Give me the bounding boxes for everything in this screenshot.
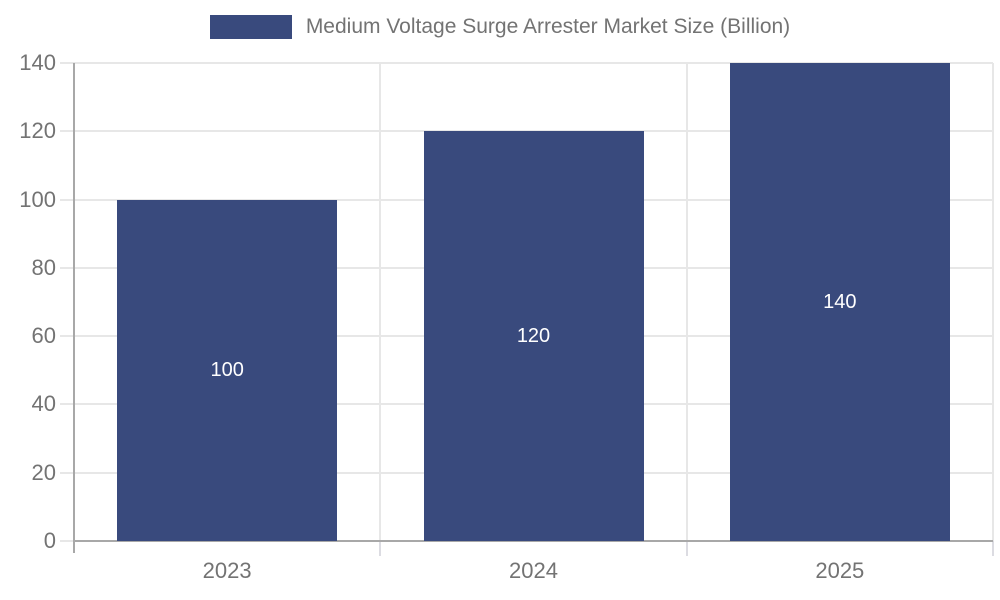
x-axis-line: [73, 540, 993, 542]
legend-swatch: [209, 15, 292, 39]
y-axis-line: [73, 63, 75, 553]
bar-2024[interactable]: [423, 131, 644, 541]
legend-item[interactable]: Medium Voltage Surge Arrester Market Siz…: [0, 14, 1000, 40]
y-tick-label: 140: [19, 50, 56, 75]
bar-value-label: 140: [823, 291, 857, 313]
y-tick-label: 0: [43, 528, 56, 553]
category-gridline: [992, 63, 994, 541]
bar-2023[interactable]: [117, 199, 338, 541]
legend-label: Medium Voltage Surge Arrester Market Siz…: [305, 15, 791, 38]
bar-2025[interactable]: [729, 63, 950, 541]
bar-value-label: 100: [210, 359, 244, 382]
y-tick-label: 80: [31, 254, 56, 280]
bar-value-label: 120: [516, 325, 551, 348]
category-gridline: [685, 63, 688, 541]
x-axis-tick: [685, 541, 688, 556]
y-tick-label: 100: [19, 186, 56, 212]
y-tick-label: 40: [31, 391, 56, 417]
y-tick-label: 120: [19, 118, 56, 144]
x-tick-label: 2024: [509, 558, 558, 583]
x-axis-tick: [992, 541, 994, 556]
x-tick-label: 2023: [202, 558, 252, 583]
y-gridline-140: [60, 62, 993, 64]
x-tick-label: 2025: [815, 558, 865, 583]
y-tick-label: 20: [31, 459, 56, 485]
category-gridline: [379, 63, 382, 541]
y-tick-label: 60: [31, 323, 56, 349]
x-axis-tick: [379, 541, 382, 556]
